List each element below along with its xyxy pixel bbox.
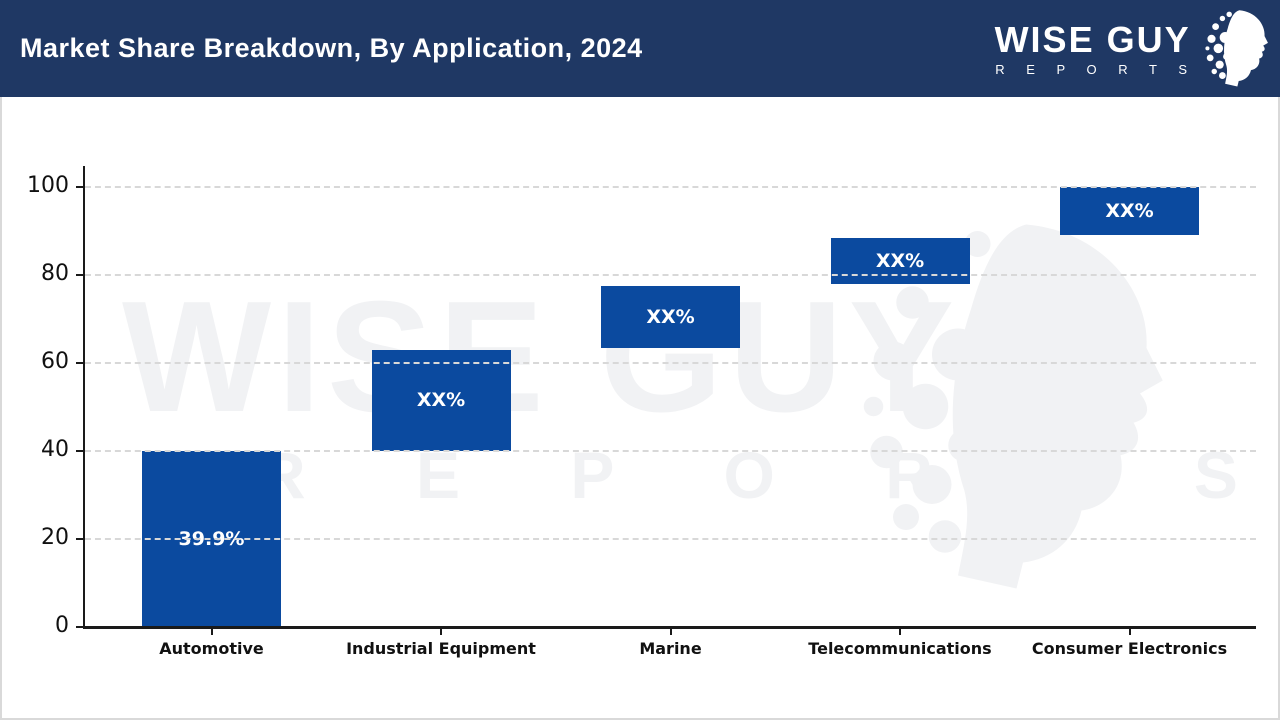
y-tick-mark: [76, 538, 85, 540]
y-tick-mark: [76, 450, 85, 452]
bar-industrial-equipment: XX%: [371, 349, 511, 451]
y-tick-label: 0: [55, 613, 69, 638]
content-border-bottom: [0, 718, 1280, 720]
x-axis-line: [83, 626, 1256, 629]
watermark-text-wiseguy: WISE GUY: [122, 269, 961, 445]
y-axis-line: [83, 166, 85, 629]
y-tick-mark: [76, 626, 85, 628]
x-category-label: Telecommunications: [808, 639, 992, 658]
x-category-label: Marine: [639, 639, 702, 658]
header: Market Share Breakdown, By Application, …: [0, 0, 1280, 97]
logo-wordmark: WISE GUY R E P O R T S: [989, 18, 1196, 77]
page-title: Market Share Breakdown, By Application, …: [20, 33, 643, 63]
gridline-20: [85, 538, 1256, 540]
y-tick-mark: [76, 362, 85, 364]
dotted-head-profile-icon: [1202, 6, 1270, 92]
content-border-right: [1278, 97, 1280, 720]
bar-consumer-electronics: XX%: [1060, 187, 1199, 236]
x-category-label: Consumer Electronics: [1031, 639, 1228, 658]
bar-value-label: XX%: [416, 389, 466, 412]
x-tick-mark: [440, 628, 442, 635]
gridline-40: [85, 450, 1256, 452]
x-tick-mark: [210, 628, 213, 635]
y-tick-label: 80: [41, 261, 69, 286]
bar-marine: XX%: [601, 286, 740, 348]
y-tick-label: 20: [41, 525, 69, 550]
content-border-left: [0, 97, 2, 720]
logo-wordmark-line2: R E P O R T S: [995, 61, 1196, 77]
logo-wordmark-line1: WISE GUY: [994, 18, 1191, 60]
logo: WISE GUY R E P O R T S: [989, 6, 1270, 91]
gridline-80: [85, 274, 1256, 276]
bar-telecommunications: XX%: [830, 237, 970, 284]
y-tick-mark: [76, 186, 85, 188]
y-tick-label: 40: [41, 437, 69, 462]
y-tick-label: 100: [27, 173, 69, 198]
gridline-100: [85, 186, 1256, 188]
y-tick-label: 60: [41, 349, 69, 374]
x-category-label: Automotive: [159, 639, 264, 658]
bar-value-label: XX%: [646, 305, 695, 328]
x-tick-mark: [899, 628, 901, 635]
x-category-label: Industrial Equipment: [346, 639, 536, 658]
bar-value-label: XX%: [1105, 200, 1154, 223]
bar-value-label: XX%: [875, 249, 925, 272]
x-tick-mark: [669, 628, 672, 635]
gridline-60: [85, 362, 1256, 364]
y-tick-mark: [76, 274, 85, 276]
x-tick-mark: [1128, 628, 1131, 635]
